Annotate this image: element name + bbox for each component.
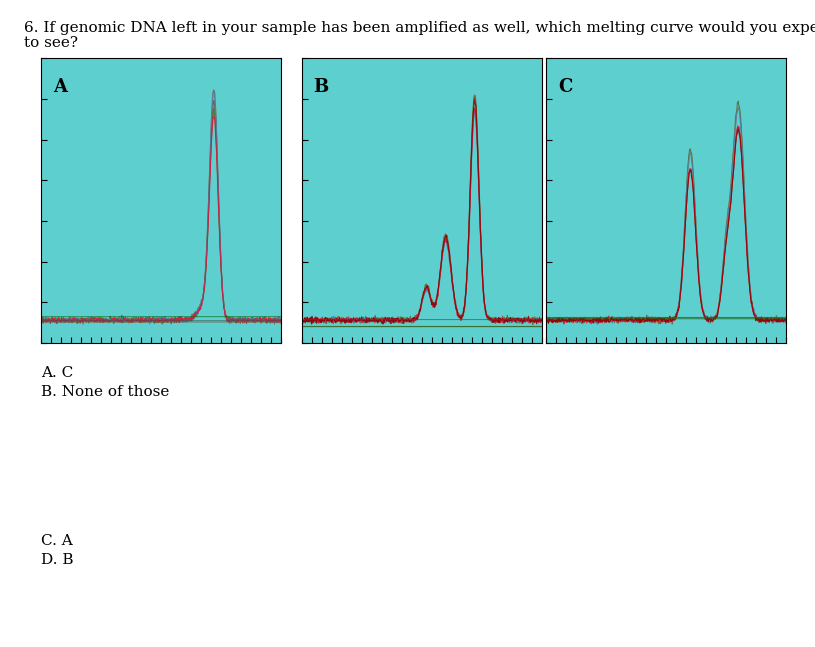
Text: C. A: C. A: [41, 534, 73, 548]
Text: to see?: to see?: [24, 36, 78, 50]
Text: A. C: A. C: [41, 366, 73, 380]
Text: C: C: [558, 78, 572, 96]
Text: A: A: [53, 78, 67, 96]
Text: 6. If genomic DNA left in your sample has been amplified as well, which melting : 6. If genomic DNA left in your sample ha…: [24, 21, 815, 35]
Text: B: B: [314, 78, 328, 96]
Text: D. B: D. B: [41, 553, 73, 567]
Text: B. None of those: B. None of those: [41, 385, 170, 399]
